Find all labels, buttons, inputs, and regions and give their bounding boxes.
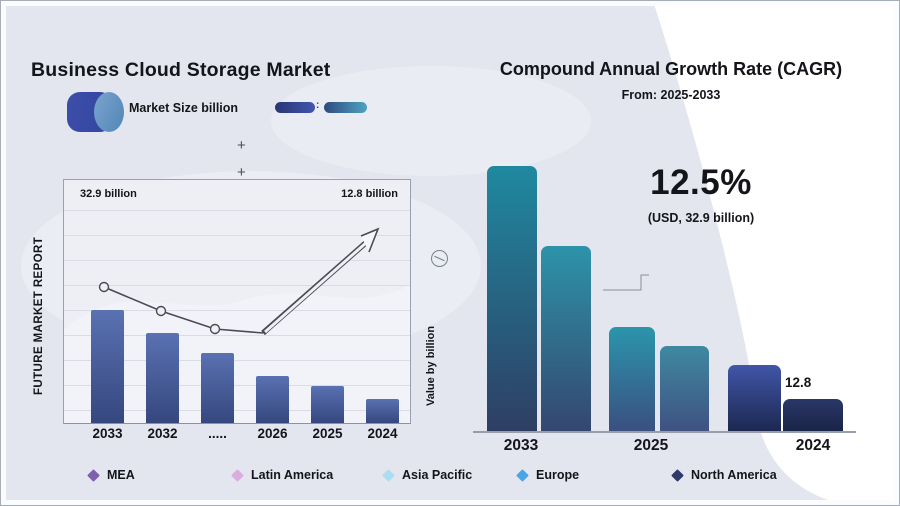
trend-marker (155, 305, 167, 317)
legend-item-north-america: North America (671, 468, 777, 482)
watermark-vertical-label: FUTURE MARKET REPORT (33, 236, 45, 396)
minus-line (434, 255, 445, 262)
cagr-value: 12.5% (650, 163, 752, 202)
growth-arrow-head-icon (360, 227, 380, 253)
cagr-bar-2024-primary (728, 365, 781, 432)
cagr-subtitle: From: 2025-2033 (621, 88, 721, 102)
legend-label: Asia Pacific (402, 468, 473, 482)
legend-item-latin-america: Latin America (231, 468, 334, 482)
cagr-title: Compound Annual Growth Rate (CAGR) (499, 59, 843, 79)
start-value-annotation: 32.9 billion (80, 188, 137, 200)
growth-arrow-shaft (264, 240, 368, 334)
trend-overlay (98, 227, 380, 336)
cagr-bar-2025-primary (609, 327, 655, 432)
market-size-legend-label: Market Size billion (129, 101, 239, 115)
legend-diamond-icon (516, 468, 529, 482)
end-value-annotation: 12.8 billion (341, 188, 398, 200)
right-yaxis-label: Value by billion (425, 325, 437, 407)
ratio-separator: : (316, 100, 320, 111)
left-xaxis-label: 2033 (92, 426, 123, 441)
legend-label: MEA (107, 468, 135, 482)
page-title: Business Cloud Storage Market (31, 59, 331, 81)
legend-diamond-icon (671, 468, 684, 482)
ratio-pill-teal-icon (324, 102, 367, 113)
legend-label: Europe (536, 468, 580, 482)
database-cylinder-icon (67, 91, 125, 133)
left-xaxis-label: 2026 (257, 426, 288, 441)
plus-icon: + (237, 164, 246, 181)
trend-marker (98, 281, 110, 293)
bar-value-annotation: 12.8 (785, 375, 812, 390)
right-year-label: 2025 (633, 437, 669, 454)
legend-item-asia-pacific: Asia Pacific (382, 468, 473, 482)
legend-diamond-icon (87, 468, 100, 482)
left-chart-plot: 32.9 billion 12.8 billion (63, 179, 411, 424)
left-xaxis-labels: 2033 2032..... 2026 2025 2024 (64, 426, 410, 446)
ratio-pill-navy-icon (275, 102, 315, 113)
legend-label: North America (691, 468, 777, 482)
left-xaxis-label: 2024 (367, 426, 398, 441)
cagr-bar-2024-secondary (783, 399, 843, 432)
right-xaxis-line (473, 431, 856, 433)
step-bracket-shape (603, 274, 649, 291)
cagr-bar-2025-secondary (660, 346, 709, 432)
legend-diamond-icon (382, 468, 395, 482)
white-diagonal-panel (653, 1, 899, 505)
right-year-label: 2024 (795, 437, 831, 454)
cagr-bar-2033-primary (487, 166, 537, 432)
legend-label: Latin America (251, 468, 334, 482)
trend-line (103, 286, 264, 334)
circle-minus-icon (431, 250, 448, 267)
cylinder-cap (94, 92, 124, 132)
legend-item-europe: Europe (516, 468, 580, 482)
left-xaxis-label: ..... (208, 426, 227, 441)
legend-item-mea: MEA (87, 468, 135, 482)
left-xaxis-label: 2025 (312, 426, 343, 441)
plus-icon: + (237, 137, 246, 154)
left-xaxis-label: 2032 (147, 426, 178, 441)
background-wave-blob-2 (271, 66, 591, 176)
cagr-detail: (USD, 32.9 billion) (647, 211, 755, 225)
right-year-label: 2033 (503, 437, 539, 454)
legend-diamond-icon (231, 468, 244, 482)
trend-marker (209, 323, 221, 335)
cagr-bar-2033-secondary (541, 246, 591, 432)
